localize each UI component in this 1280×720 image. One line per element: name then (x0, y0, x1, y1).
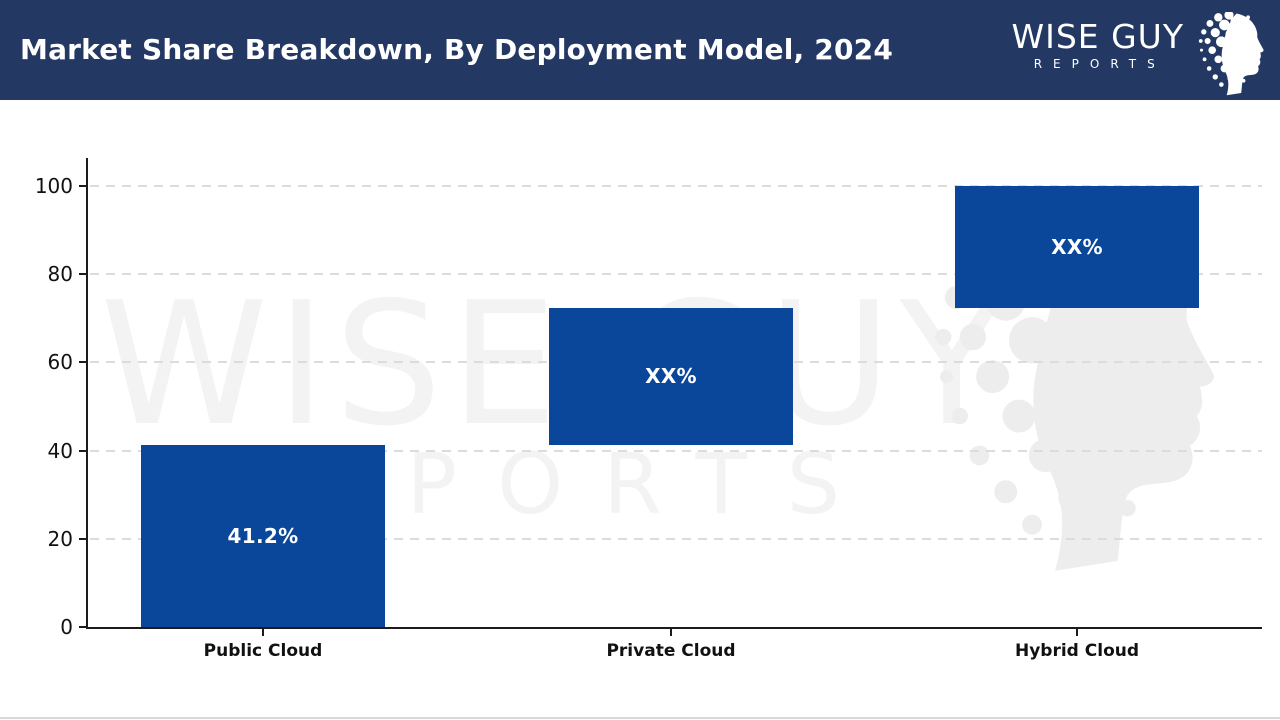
y-tick-20 (79, 537, 87, 540)
x-axis-line (86, 627, 1262, 629)
gridline-100 (90, 185, 1262, 187)
y-tick-label-20: 20 (47, 526, 73, 551)
y-tick-label-100: 100 (34, 174, 73, 198)
y-tick-80 (79, 273, 87, 276)
logo-wordmark: WISE GUY (1011, 17, 1184, 56)
gridline-40 (90, 449, 1262, 452)
y-tick-label-40: 40 (47, 438, 73, 463)
x-tick-2 (670, 629, 672, 636)
wiseguy-logo: WISE GUY REPORTS (1011, 8, 1274, 96)
bar-private-cloud: XX% (549, 307, 793, 446)
y-tick-0 (79, 626, 87, 628)
x-category-label: Public Cloud (203, 641, 323, 661)
y-axis-line (86, 158, 88, 629)
logo-text: WISE GUY REPORTS (1011, 17, 1184, 71)
y-tick-label-80: 80 (47, 262, 73, 287)
y-tick-label-60: 60 (47, 350, 73, 375)
x-tick-1 (262, 629, 264, 636)
x-category-label: Hybrid Cloud (1014, 641, 1140, 661)
y-tick-60 (79, 361, 87, 364)
y-tick-label-0: 0 (60, 615, 73, 639)
y-tick-100 (79, 185, 87, 187)
wiseguy-face-icon (1188, 12, 1270, 96)
logo-subtext: REPORTS (1033, 56, 1166, 71)
x-category-label: Private Cloud (606, 641, 736, 661)
y-tick-40 (79, 449, 87, 452)
bar-value-label: 41.2% (227, 524, 299, 549)
x-tick-3 (1076, 629, 1078, 636)
bar-value-label: XX% (1051, 234, 1103, 259)
chart-area: WISE GUY REPORTS 0 20 40 60 80 100 41.2% Public… (0, 100, 1280, 720)
gridline-80 (90, 273, 1262, 276)
figure-bottom-border (0, 717, 1280, 719)
bar-hybrid-cloud: XX% (955, 186, 1199, 308)
chart-title: Market Share Breakdown, By Deployment Mo… (20, 33, 894, 66)
gridline-20 (90, 537, 1262, 540)
bar-public-cloud: 41.2% (141, 445, 385, 627)
header-bar: Market Share Breakdown, By Deployment Mo… (0, 0, 1280, 100)
bar-value-label: XX% (645, 364, 697, 389)
